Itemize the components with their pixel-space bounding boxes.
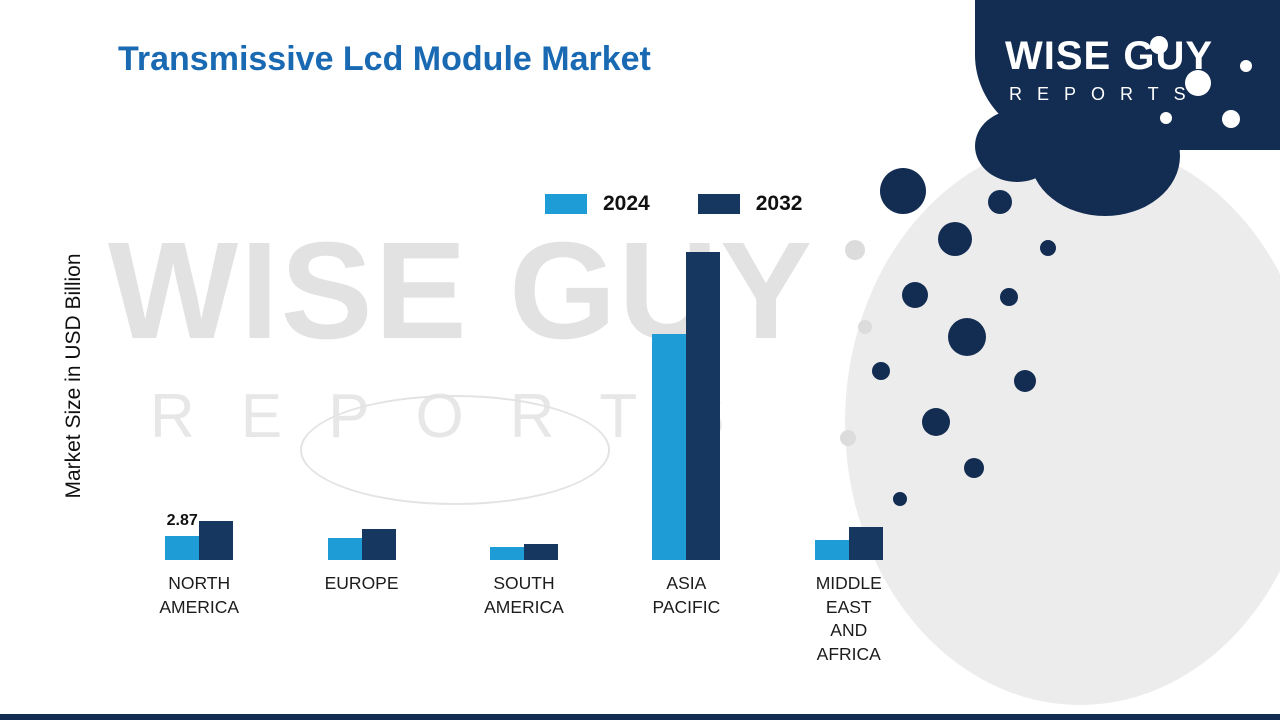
category-label: NORTH AMERICA xyxy=(159,573,240,617)
legend-item-2024: 2024 xyxy=(545,192,650,216)
category-label: SOUTH AMERICA xyxy=(484,573,564,617)
watermark-dot xyxy=(845,240,865,260)
category-label: EUROPE xyxy=(324,573,399,593)
watermark-head-circle xyxy=(845,140,1280,705)
logo-dot xyxy=(948,318,986,356)
logo-face-dot xyxy=(1240,60,1252,72)
bar-2024-south-america xyxy=(489,547,524,560)
y-axis-label: Market Size in USD Billion xyxy=(62,253,85,499)
page-title: Transmissive Lcd Module Market xyxy=(118,40,651,78)
bar-chart: 2.87 NORTH AMERICA EUROPE SOUTH AMERICA ASIA… xyxy=(118,225,930,664)
logo-dot xyxy=(922,408,950,436)
logo-dot xyxy=(880,168,926,214)
legend-swatch-2032 xyxy=(697,194,740,214)
legend-swatch-2024 xyxy=(545,194,587,214)
bar-pair: 2.87 xyxy=(165,512,234,560)
bar-group-middle-east-and-africa: MIDDLE EAST AND AFRICA xyxy=(814,225,883,664)
watermark-dot xyxy=(858,320,872,334)
legend-item-2032: 2032 xyxy=(697,192,803,216)
wiseguy-logo: WISE GUY REPORTS xyxy=(975,0,1280,150)
bar-2032-asia-pacific xyxy=(686,252,721,560)
logo-dot xyxy=(1040,240,1056,256)
bar-group-europe: EUROPE xyxy=(325,225,399,593)
bar-value-label: 2.87 xyxy=(166,512,198,529)
bar-2024-europe xyxy=(327,538,362,560)
bar-group-north-america: 2.87 NORTH AMERICA xyxy=(159,225,239,617)
logo-wiseguy-text: WISE GUY xyxy=(1005,34,1214,78)
logo-face-dot xyxy=(1160,112,1172,124)
logo-face-dot xyxy=(1222,110,1240,128)
logo-face-dot xyxy=(1185,70,1211,96)
bar-2032-middle-east-and-africa xyxy=(848,527,883,560)
logo-dot xyxy=(1000,288,1018,306)
bar-2024-north-america: 2.87 xyxy=(165,512,200,560)
chart-legend: 2024 2032 xyxy=(545,192,802,216)
bar-group-asia-pacific: ASIA PACIFIC xyxy=(652,225,721,617)
bar-pair xyxy=(652,252,721,560)
logo-dot xyxy=(988,190,1012,214)
bar-2024-asia-pacific xyxy=(652,334,687,560)
bar-pair xyxy=(489,544,558,560)
bar-2032-north-america xyxy=(199,521,234,560)
logo-dot xyxy=(1014,370,1036,392)
legend-label-2032: 2032 xyxy=(755,192,803,215)
logo-dot xyxy=(964,458,984,478)
logo-dot xyxy=(938,222,972,256)
bar-pair xyxy=(327,529,396,560)
logo-face-dot xyxy=(1150,36,1168,54)
bar-2024-middle-east-and-africa xyxy=(814,540,849,560)
bar-2032-south-america xyxy=(523,544,558,560)
logo-dot xyxy=(902,282,928,308)
watermark-ellipse xyxy=(300,395,610,505)
bar-2032-europe xyxy=(361,529,396,560)
logo-reports-text: REPORTS xyxy=(1009,84,1201,104)
bar-pair xyxy=(814,527,883,560)
category-label: ASIA PACIFIC xyxy=(652,573,721,617)
logo-dot xyxy=(893,492,907,506)
bottom-accent-bar xyxy=(0,714,1280,720)
bar-group-south-america: SOUTH AMERICA xyxy=(484,225,564,617)
category-label: MIDDLE EAST AND AFRICA xyxy=(815,573,882,664)
watermark-dot xyxy=(840,430,856,446)
legend-label-2024: 2024 xyxy=(603,192,650,215)
logo-dot xyxy=(872,362,890,380)
